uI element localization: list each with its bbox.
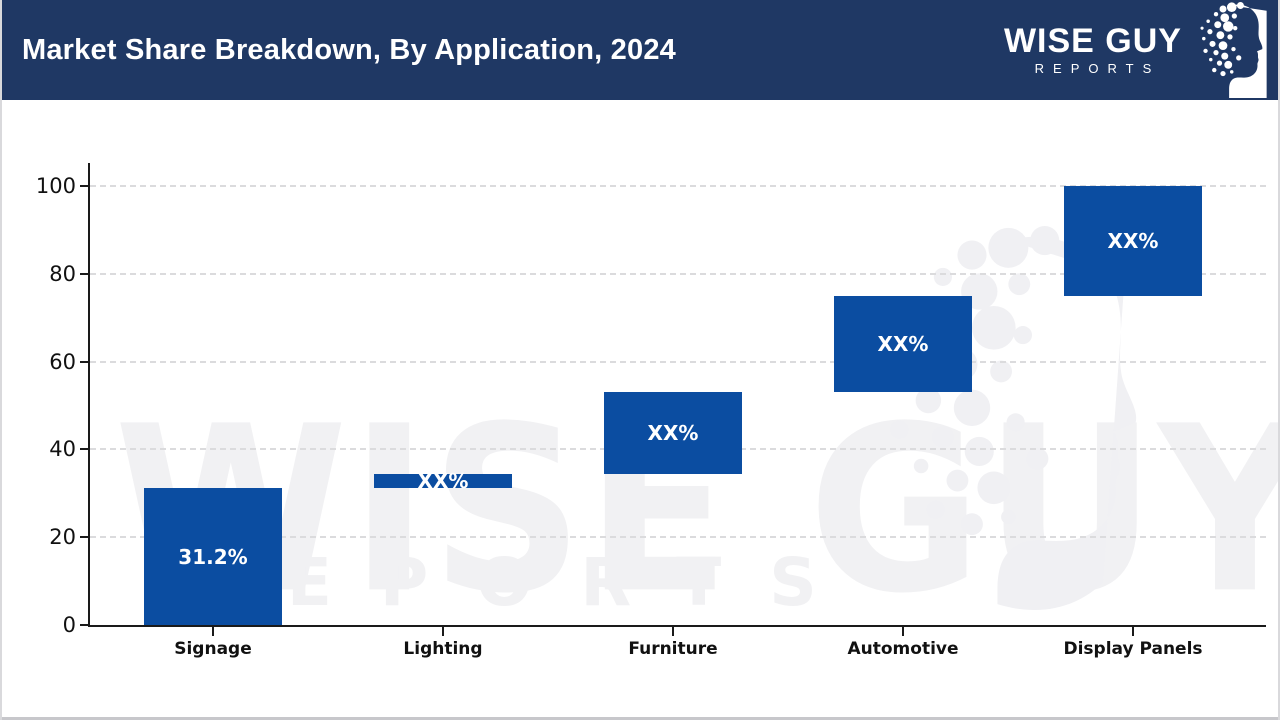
y-axis-spine — [88, 163, 90, 627]
header: Market Share Breakdown, By Application, … — [2, 0, 1278, 100]
gridline-20 — [90, 536, 1266, 539]
x-axis-spine — [88, 625, 1266, 627]
x-tick-label: Display Panels — [1063, 639, 1203, 659]
bar-value-label: XX% — [417, 468, 469, 493]
gridline-60 — [90, 360, 1266, 363]
bar-furniture: XX% — [604, 392, 742, 474]
x-axis-tick — [212, 627, 214, 636]
x-tick-label: Lighting — [403, 639, 483, 659]
x-axis-tick — [442, 627, 444, 636]
y-axis-tick — [80, 360, 90, 363]
y-tick-label: 0 — [62, 613, 76, 637]
bar-lighting: XX% — [374, 469, 512, 493]
y-axis-tick — [80, 448, 90, 451]
wiseguy-logo: WISE GUY REPORTS — [1004, 2, 1268, 98]
y-tick-label: 20 — [49, 525, 76, 550]
gridline-100 — [90, 185, 1266, 188]
x-tick-label: Furniture — [628, 639, 718, 659]
bar-value-label: XX% — [1107, 229, 1159, 254]
logo-wordmark-block: WISE GUY REPORTS — [1004, 24, 1182, 76]
y-axis-tick — [80, 624, 90, 626]
x-axis-tick — [902, 627, 904, 636]
bar-value-label: XX% — [647, 421, 699, 445]
y-tick-label: 100 — [35, 174, 76, 199]
y-axis-tick — [80, 185, 90, 188]
x-axis-tick — [1132, 627, 1134, 636]
x-tick-label: Signage — [174, 639, 252, 659]
head-dots-icon — [1200, 2, 1267, 98]
bottom-border — [2, 717, 1278, 720]
logo-subtext: REPORTS — [1034, 61, 1161, 76]
x-tick-label: Automotive — [847, 639, 959, 659]
logo-wordmark: WISE GUY — [1003, 22, 1182, 60]
page-title: Market Share Breakdown, By Application, … — [22, 33, 676, 66]
y-axis-tick — [80, 536, 90, 539]
bar-display-panels: XX% — [1064, 186, 1202, 296]
bar-value-label: XX% — [877, 332, 929, 357]
bar-automotive: XX% — [834, 295, 972, 393]
gridline-80 — [90, 272, 1266, 275]
y-tick-label: 40 — [49, 437, 76, 462]
y-tick-label: 60 — [49, 349, 76, 374]
x-axis-tick — [672, 627, 674, 636]
chart-area: WISE GUY REPORTS 0 20 40 60 80 100 31.2% Signag… — [2, 100, 1278, 712]
bar-signage: 31.2% — [144, 488, 282, 625]
watermark-subtext: REPORTS — [188, 544, 865, 621]
y-tick-label: 80 — [49, 261, 76, 286]
bar-value-label: 31.2% — [178, 544, 248, 569]
y-axis-tick — [80, 272, 90, 275]
